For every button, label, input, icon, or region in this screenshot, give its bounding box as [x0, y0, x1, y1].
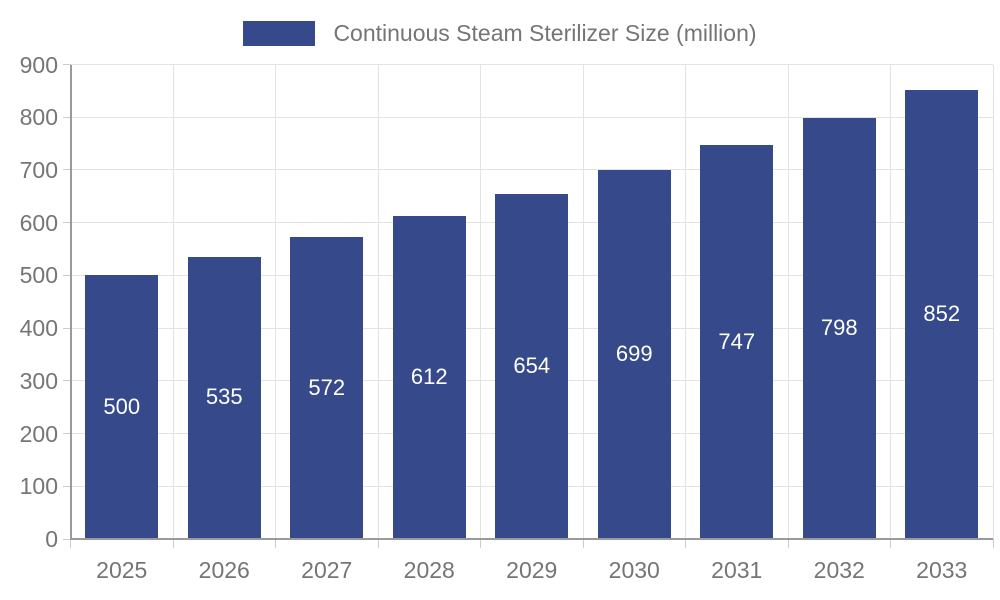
x-axis-tick [582, 539, 584, 548]
bar-value-label: 699 [615, 341, 653, 367]
x-axis-tick [480, 539, 481, 548]
gridline-horizontal [70, 169, 993, 171]
x-tick-label: 2025 [96, 557, 148, 583]
gridline-vertical [685, 64, 686, 539]
bar-value-label: 852 [923, 300, 961, 326]
y-tick-label: 200 [19, 420, 58, 447]
gridline-vertical [480, 64, 481, 539]
x-tick-label: 2028 [403, 557, 455, 583]
bar[interactable] [495, 194, 569, 538]
y-tick-label: 400 [19, 315, 58, 342]
y-axis-tick [62, 222, 71, 224]
y-tick-label: 500 [19, 262, 58, 289]
bar-value-label: 535 [205, 384, 243, 410]
y-tick-label: 100 [19, 473, 58, 500]
y-axis-line [69, 64, 72, 539]
gridline-vertical [787, 64, 789, 539]
bar-value-label: 572 [308, 374, 346, 400]
y-axis-tick [62, 327, 71, 329]
x-axis-tick [890, 539, 891, 548]
gridline-vertical [582, 64, 584, 539]
bar[interactable] [597, 170, 671, 538]
bar-value-label: 798 [820, 315, 858, 341]
y-axis-tick [62, 485, 71, 487]
x-axis-tick [685, 539, 686, 548]
y-tick-label: 900 [19, 51, 58, 78]
y-tick-label: 0 [45, 526, 58, 552]
gridline-vertical [992, 64, 994, 539]
bar[interactable] [392, 216, 466, 538]
x-tick-label: 2031 [711, 557, 763, 583]
chart-legend[interactable]: Continuous Steam Sterilizer Size (millio… [0, 20, 1000, 47]
bar-value-label: 747 [718, 328, 756, 354]
bar[interactable] [290, 237, 364, 538]
x-tick-label: 2027 [301, 557, 353, 583]
y-tick-label: 800 [19, 104, 58, 131]
y-axis-tick [62, 64, 71, 65]
bar-value-label: 654 [513, 353, 551, 379]
x-axis-tick [787, 539, 789, 548]
x-axis-line [69, 538, 993, 540]
bar[interactable] [700, 145, 774, 538]
y-tick-label: 300 [19, 367, 58, 394]
x-axis-tick [172, 539, 174, 548]
x-tick-label: 2026 [198, 557, 250, 583]
legend-swatch [243, 21, 316, 46]
x-axis-tick [70, 539, 71, 548]
x-tick-label: 2033 [916, 557, 968, 583]
bar-value-label: 500 [103, 393, 141, 419]
y-tick-label: 700 [19, 156, 58, 183]
gridline-horizontal [70, 64, 993, 65]
y-axis-tick [62, 433, 71, 435]
y-tick-label: 600 [19, 209, 58, 236]
gridline-vertical [890, 64, 891, 539]
gridline-vertical [275, 64, 276, 539]
y-axis-tick [62, 116, 71, 118]
x-axis-tick [275, 539, 276, 548]
gridline-vertical [172, 64, 174, 539]
y-axis-tick [62, 274, 71, 276]
legend-label: Continuous Steam Sterilizer Size (millio… [333, 20, 757, 46]
x-axis-tick [992, 539, 994, 548]
bar-value-label: 612 [410, 364, 448, 390]
x-tick-label: 2030 [608, 557, 660, 583]
x-axis-tick [377, 539, 379, 548]
y-axis-tick [62, 169, 71, 171]
bar[interactable] [905, 89, 979, 538]
bar[interactable] [85, 275, 159, 538]
gridline-horizontal [70, 116, 993, 118]
x-tick-label: 2032 [813, 557, 865, 583]
x-tick-label: 2029 [506, 557, 558, 583]
bar[interactable] [802, 118, 876, 538]
y-axis-tick [62, 380, 71, 382]
gridline-vertical [377, 64, 379, 539]
bar[interactable] [187, 256, 261, 538]
y-axis-tick [62, 538, 71, 540]
